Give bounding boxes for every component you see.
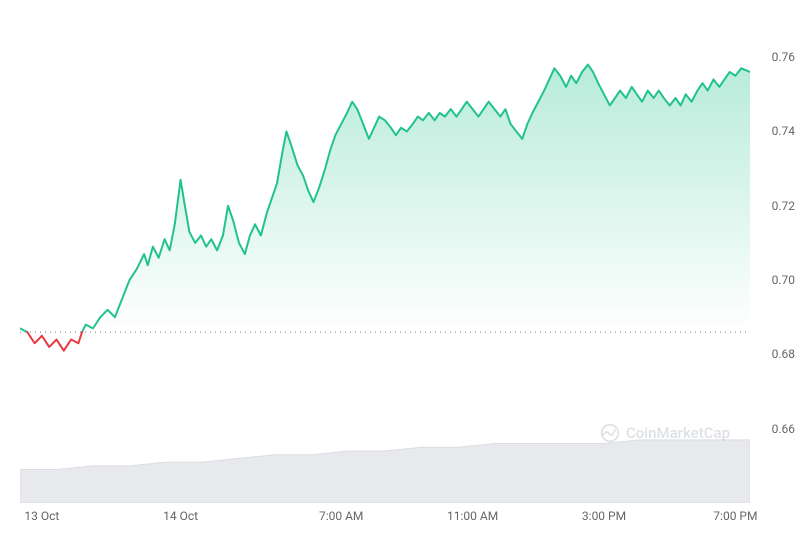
watermark-text: CoinMarketCap: [626, 424, 730, 442]
y-tick-label: 0.76: [772, 50, 795, 64]
y-axis: 0.66 0.68 0.70 0.72 0.74 0.76: [753, 20, 795, 503]
y-tick-label: 0.74: [772, 124, 795, 138]
coinmarketcap-icon: [600, 423, 620, 443]
y-tick-label: 0.68: [772, 347, 795, 361]
y-tick-label: 0.70: [772, 273, 795, 287]
x-tick-label: 14 Oct: [163, 509, 198, 523]
y-tick-label: 0.72: [772, 199, 795, 213]
x-tick-label: 13 Oct: [24, 509, 59, 523]
y-tick-label: 0.66: [772, 422, 795, 436]
x-tick-label: 11:00 AM: [447, 509, 498, 523]
x-axis: 13 Oct14 Oct7:00 AM11:00 AM3:00 PM7:00 P…: [20, 509, 750, 527]
watermark: CoinMarketCap: [600, 423, 730, 443]
x-tick-label: 7:00 PM: [713, 509, 757, 523]
x-tick-label: 7:00 AM: [319, 509, 363, 523]
x-tick-label: 3:00 PM: [582, 509, 626, 523]
